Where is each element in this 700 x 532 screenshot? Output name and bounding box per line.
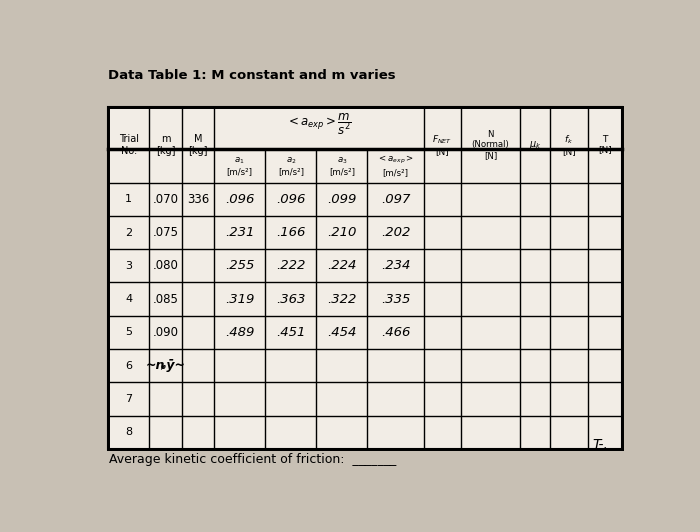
Text: m
[kg]: m [kg] (155, 134, 175, 155)
Text: .096: .096 (276, 193, 305, 206)
Text: Trial
No.: Trial No. (119, 134, 139, 155)
FancyBboxPatch shape (108, 107, 622, 449)
Text: .466: .466 (381, 326, 410, 339)
Text: $f_k$
[N]: $f_k$ [N] (562, 134, 575, 156)
Text: $a_3$
[m/s²]: $a_3$ [m/s²] (329, 155, 355, 176)
Text: .090: .090 (153, 326, 178, 339)
Text: .075: .075 (153, 226, 178, 239)
Text: $F_{NET}$
[N]: $F_{NET}$ [N] (432, 134, 452, 156)
Text: .222: .222 (276, 259, 305, 272)
Text: .454: .454 (327, 326, 356, 339)
Text: .255: .255 (225, 259, 254, 272)
Text: .224: .224 (327, 259, 356, 272)
Text: $a_2$
[m/s²]: $a_2$ [m/s²] (278, 155, 304, 176)
Text: .085: .085 (153, 293, 178, 305)
Text: 5: 5 (125, 327, 132, 337)
Text: .097: .097 (381, 193, 410, 206)
Text: $\mu_k$: $\mu_k$ (529, 139, 541, 151)
Text: Average kinetic coefficient of friction:  _______: Average kinetic coefficient of friction:… (109, 453, 396, 466)
Text: .099: .099 (327, 193, 356, 206)
Text: .166: .166 (276, 226, 305, 239)
Text: 7: 7 (125, 394, 132, 404)
Text: ~ȵȳ~: ~ȵȳ~ (146, 359, 186, 372)
Text: .080: .080 (153, 259, 178, 272)
Text: M
[kg]: M [kg] (188, 134, 208, 155)
Text: .451: .451 (276, 326, 305, 339)
Text: 6: 6 (125, 361, 132, 371)
Text: $<a_{exp}>$
[m/s²]: $<a_{exp}>$ [m/s²] (377, 154, 414, 177)
Text: 1: 1 (125, 194, 132, 204)
Text: .096: .096 (225, 193, 254, 206)
Text: 2: 2 (125, 228, 132, 238)
Text: 4: 4 (125, 294, 132, 304)
Text: N
(Normal)
[N]: N (Normal) [N] (472, 130, 510, 160)
Text: 336: 336 (187, 193, 209, 206)
Text: Data Table 1: M constant and m varies: Data Table 1: M constant and m varies (108, 69, 395, 82)
Text: T
[N]: T [N] (598, 135, 612, 154)
Text: $a_1$
[m/s²]: $a_1$ [m/s²] (227, 155, 253, 176)
Text: .363: .363 (276, 293, 305, 305)
Text: .070: .070 (153, 193, 178, 206)
Text: T-.: T-. (592, 438, 608, 452)
Text: .489: .489 (225, 326, 254, 339)
Text: .202: .202 (381, 226, 410, 239)
Text: $< a_{exp} > \dfrac{m}{s^2}$: $< a_{exp} > \dfrac{m}{s^2}$ (286, 111, 352, 137)
Text: .335: .335 (381, 293, 410, 305)
Text: .234: .234 (381, 259, 410, 272)
Text: 8: 8 (125, 427, 132, 437)
Text: 3: 3 (125, 261, 132, 271)
Text: .322: .322 (327, 293, 356, 305)
Text: .319: .319 (225, 293, 254, 305)
Text: .210: .210 (327, 226, 356, 239)
Text: .231: .231 (225, 226, 254, 239)
